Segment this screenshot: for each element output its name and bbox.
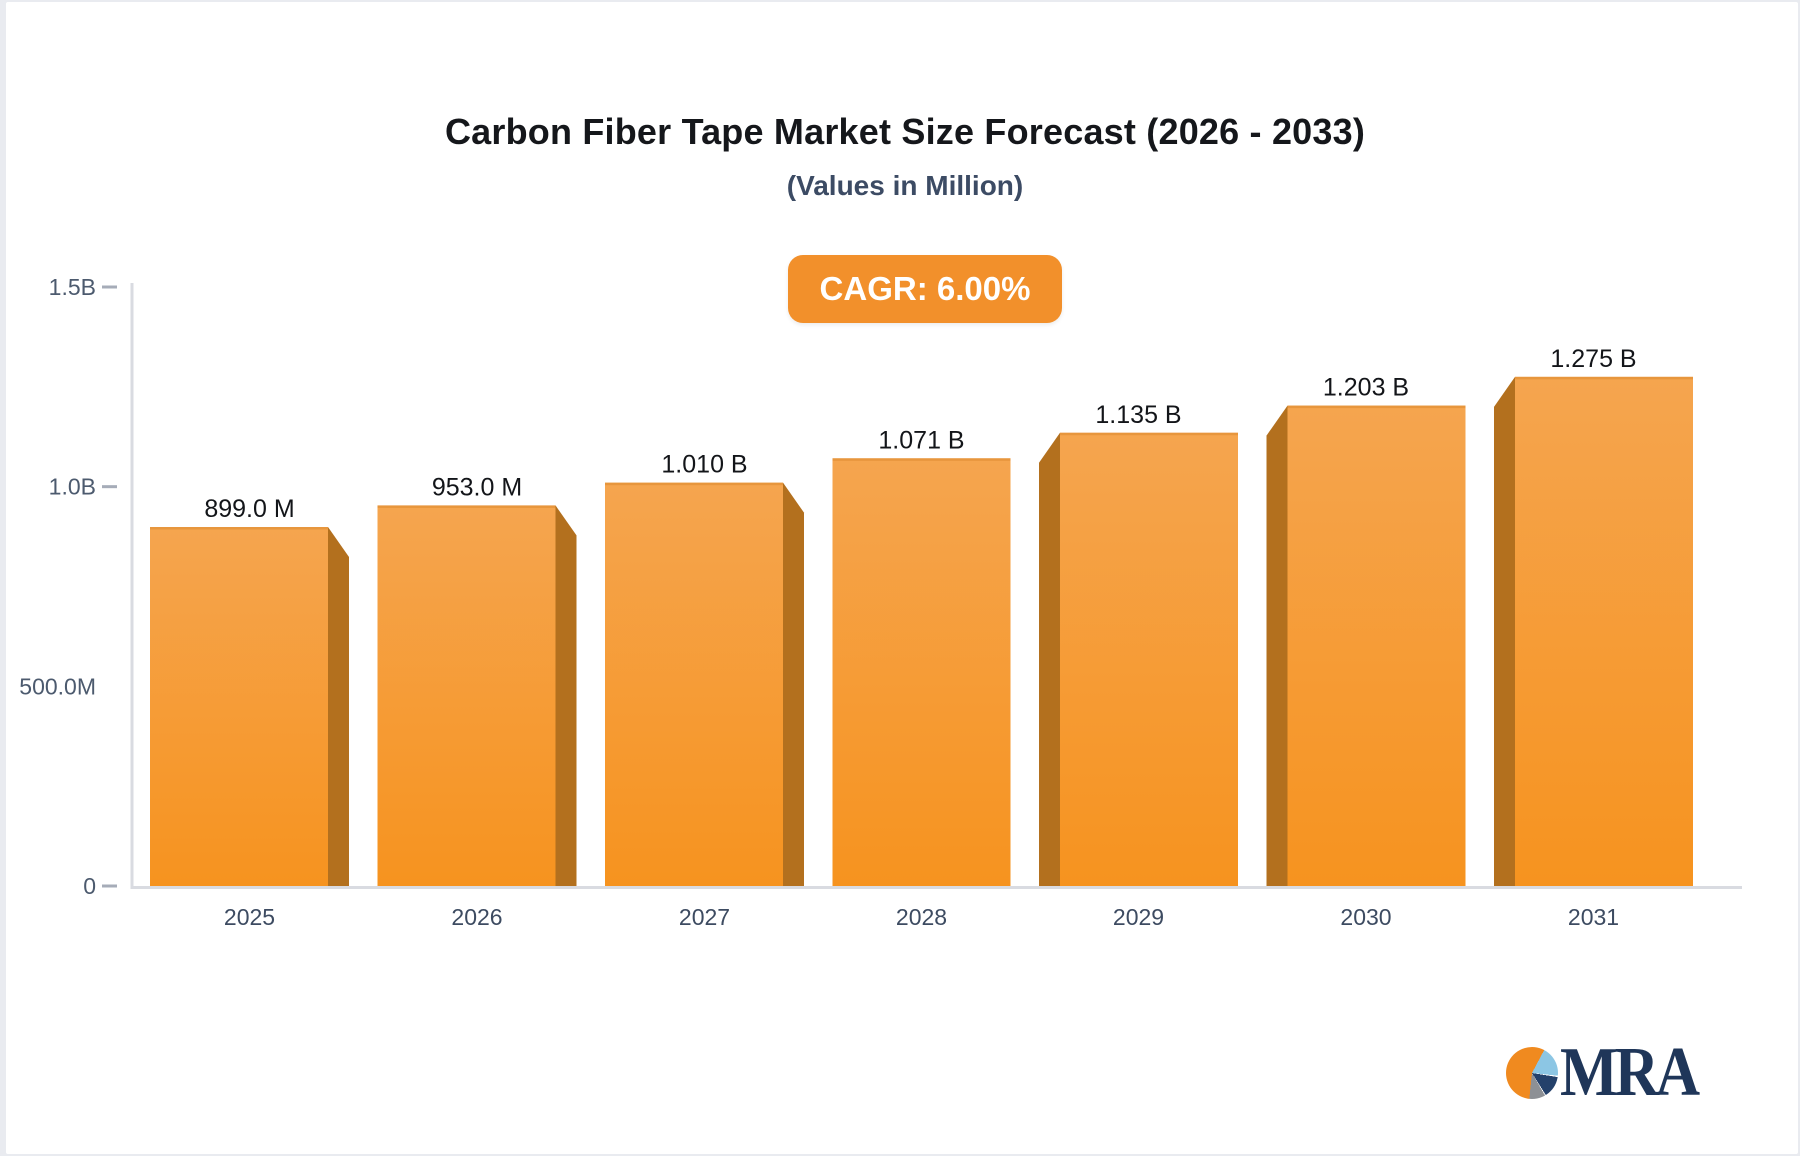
bar-2027 — [605, 482, 783, 886]
bar-2026 — [377, 505, 556, 886]
page-subtitle: (Values in Million) — [786, 170, 1024, 201]
bar-value-label: 953.0 M — [432, 473, 522, 501]
bar-top-edge — [377, 505, 556, 508]
bar-top-edge — [1060, 432, 1238, 436]
y-axis-line — [130, 283, 134, 889]
y-tick-dash — [102, 285, 117, 289]
bar-side-face — [1494, 376, 1515, 886]
y-tick-label: 500.0M — [19, 673, 96, 699]
bar-2029 — [1060, 432, 1238, 886]
x-category-label: 2026 — [451, 904, 502, 930]
bar-side-face — [783, 482, 804, 886]
y-tick-dash — [102, 485, 117, 489]
bar-side-face — [1266, 405, 1288, 886]
x-category-label: 2027 — [679, 904, 730, 930]
bar-value-label: 1.203 B — [1323, 374, 1409, 402]
bar-top-edge — [1515, 376, 1693, 380]
x-axis-line — [130, 886, 1742, 889]
bar-side-face — [328, 526, 349, 886]
bar-value-label: 1.010 B — [661, 451, 747, 479]
mra-logo-text: MRA — [1560, 1034, 1700, 1111]
y-tick-label: 1.5B — [49, 274, 96, 300]
y-tick-label: 0 — [83, 873, 96, 899]
mra-logo-pie-icon — [1506, 1047, 1558, 1099]
x-category-label: 2029 — [1113, 904, 1164, 930]
x-category-label: 2025 — [224, 904, 275, 930]
bar-top-edge — [1287, 405, 1466, 409]
bar-side-face — [555, 505, 577, 886]
x-category-label: 2030 — [1340, 904, 1391, 930]
bar-value-label: 1.135 B — [1095, 401, 1181, 429]
y-tick-dash — [102, 884, 117, 888]
bar-value-label: 1.071 B — [878, 426, 964, 454]
bar-2028 — [832, 458, 1011, 886]
x-category-label: 2028 — [896, 904, 947, 930]
y-tick-label: 1.0B — [49, 474, 96, 500]
bar-value-label: 899.0 M — [204, 495, 294, 523]
bar-side-face — [1039, 432, 1060, 886]
x-category-label: 2031 — [1568, 904, 1619, 930]
bar-top-edge — [605, 482, 783, 486]
cagr-badge-label: CAGR: 6.00% — [819, 270, 1031, 307]
mra-logo: MRA — [1506, 1033, 1715, 1113]
bar-top-edge — [832, 458, 1011, 461]
bar-top-edge — [150, 526, 328, 530]
bar-2031 — [1515, 376, 1693, 886]
page-title: Carbon Fiber Tape Market Size Forecast (… — [444, 111, 1366, 152]
cagr-badge: CAGR: 6.00% — [788, 255, 1062, 323]
bar-2025 — [150, 526, 328, 886]
bar-value-label: 1.275 B — [1550, 345, 1636, 373]
bar-2030 — [1287, 405, 1466, 886]
